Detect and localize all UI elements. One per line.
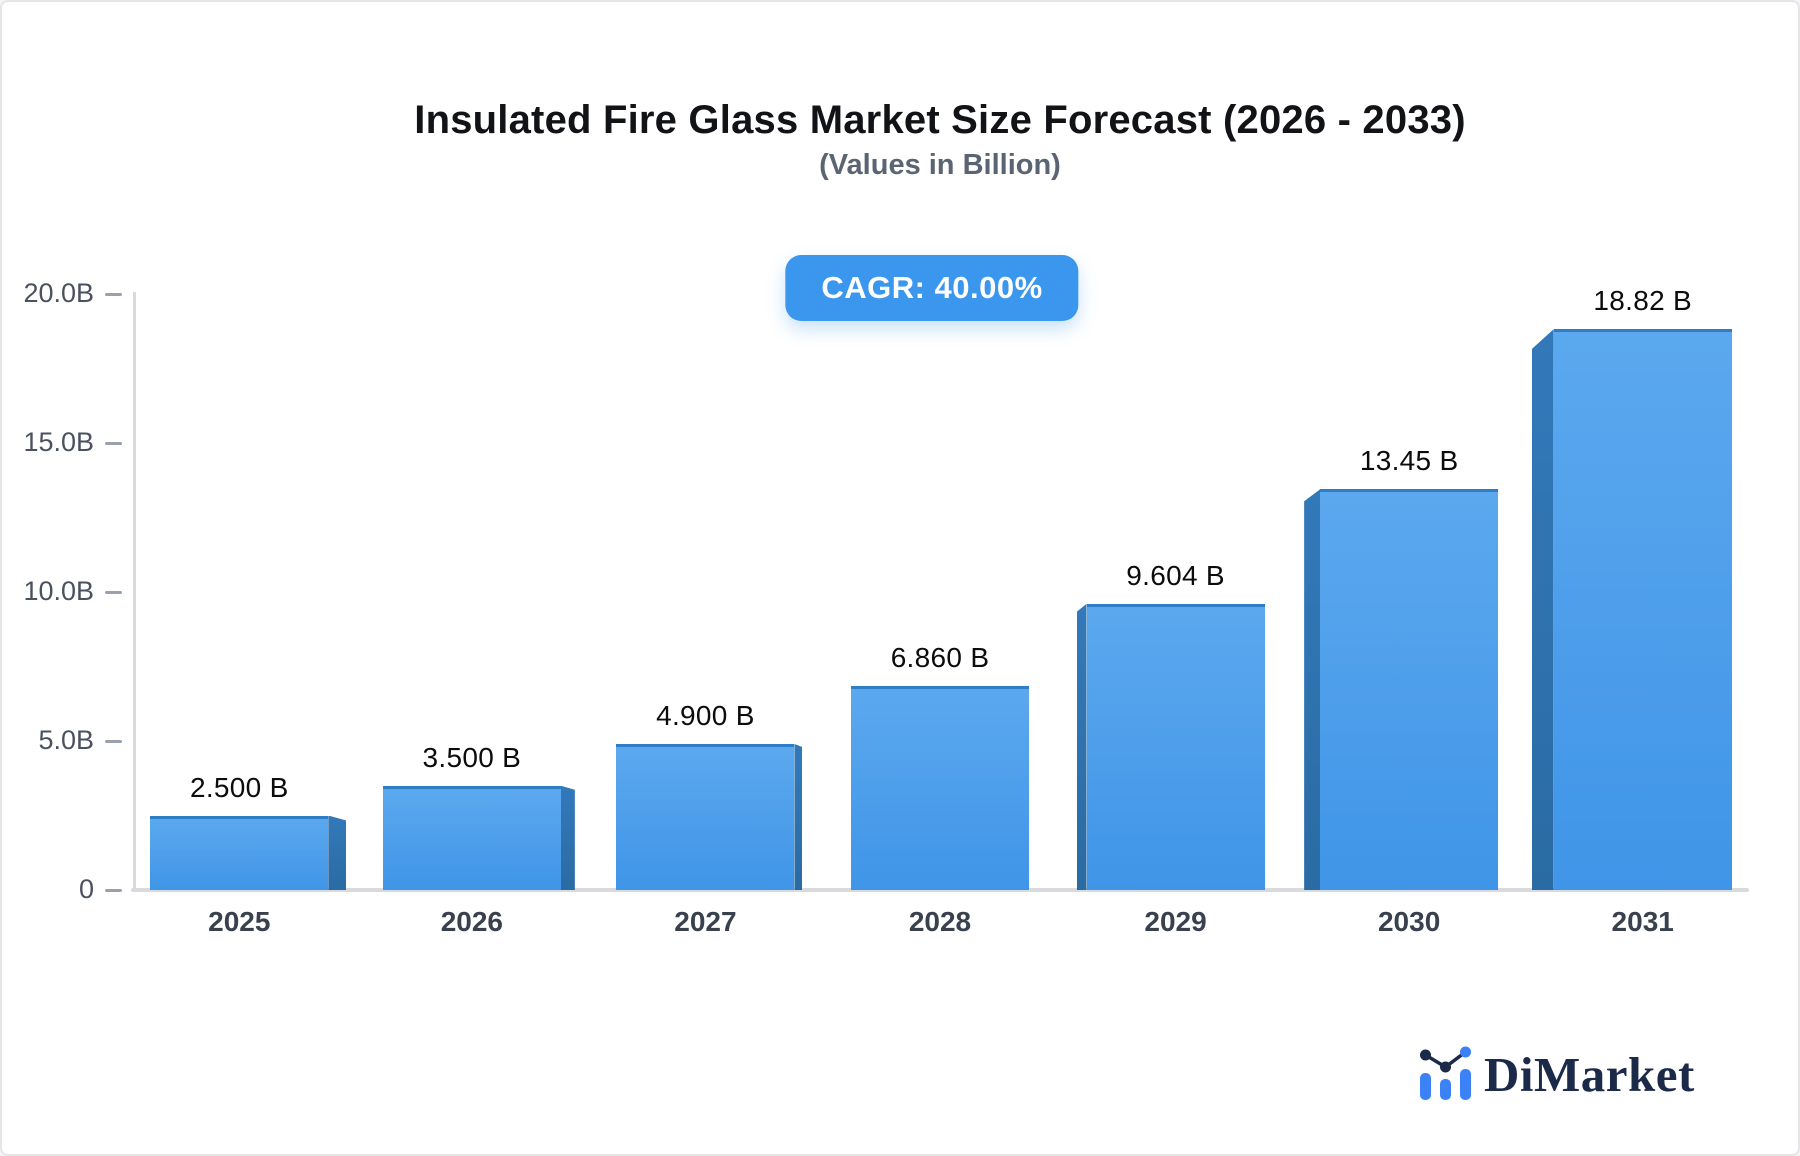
bar-value-label: 3.500 B: [422, 741, 522, 773]
bar-value-label: 6.860 B: [890, 641, 990, 673]
brand-chart-icon: [1420, 1046, 1471, 1100]
brand-name: DiMarket: [1484, 1046, 1695, 1102]
y-axis-tick: [105, 739, 122, 743]
bar-value-label: 2.500 B: [189, 771, 289, 803]
bar-2031: [1553, 329, 1732, 890]
bar-2029: [1086, 603, 1265, 890]
chart-subtitle: (Values in Billion): [819, 149, 1061, 181]
bar-3d-side: [560, 785, 575, 890]
x-axis-label-2028: 2028: [908, 906, 972, 937]
bar-3d-side: [328, 815, 347, 890]
x-axis-label-2026: 2026: [440, 906, 503, 937]
y-axis-tick-label: 10.0B: [23, 576, 94, 606]
y-axis-tick: [105, 590, 122, 594]
bar-2027: [616, 743, 795, 890]
x-axis-label-2025: 2025: [208, 906, 271, 937]
chart-title: Insulated Fire Glass Market Size Forecas…: [414, 98, 1466, 142]
x-axis-baseline: [131, 888, 1749, 892]
bar-value-label: 13.45 B: [1359, 445, 1459, 477]
x-axis-label-2031: 2031: [1611, 906, 1674, 937]
x-axis-label-2029: 2029: [1144, 906, 1207, 937]
bar-3d-side: [1531, 329, 1554, 890]
bar-3d-side: [1304, 489, 1321, 890]
bar-value-label: 18.82 B: [1593, 285, 1693, 317]
bar-2028: [851, 685, 1029, 890]
bar-3d-side: [1076, 603, 1087, 890]
bar-2025: [150, 815, 329, 890]
y-axis-tick: [105, 292, 122, 296]
bar-2030: [1320, 489, 1499, 890]
y-axis-tick-label: 20.0B: [23, 278, 94, 308]
x-axis-label-2030: 2030: [1377, 906, 1441, 937]
y-axis-tick: [105, 441, 122, 445]
y-axis-tick-label: 5.0B: [38, 725, 94, 755]
y-axis-tick-label: 0: [78, 874, 94, 904]
plot-area: 0 5.0B 10.0B 15.0B 20.0B 2.500 B 2025 3.500 B 20…: [23, 278, 1747, 937]
y-axis-tick: [105, 888, 122, 892]
brand-logo: DiMarket: [1419, 1044, 1695, 1100]
bar-2026: [382, 785, 561, 890]
cagr-badge: CAGR: 40.00%: [785, 255, 1079, 321]
bar-value-label: 9.604 B: [1126, 559, 1225, 591]
x-axis-label-2027: 2027: [674, 906, 737, 937]
y-axis-line: [133, 292, 136, 891]
y-axis-tick-label: 15.0B: [23, 427, 94, 457]
bar-3d-side: [794, 743, 803, 890]
bar-value-label: 4.900 B: [656, 699, 755, 731]
